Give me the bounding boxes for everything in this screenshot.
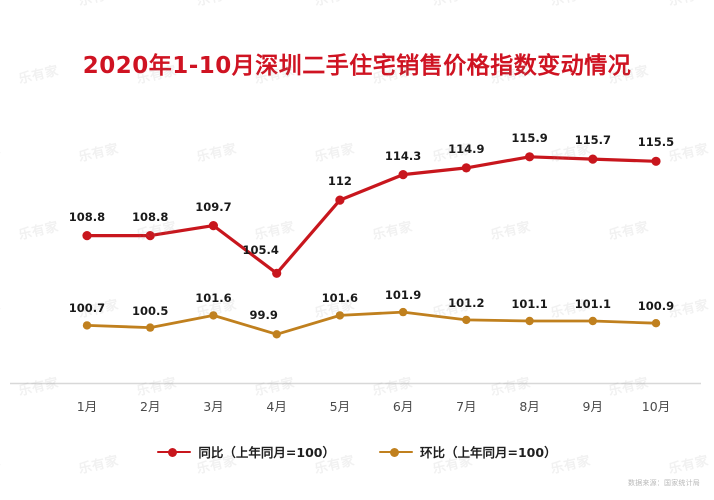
series-line-1 — [85, 155, 658, 275]
data-point[interactable] — [208, 221, 218, 231]
data-point[interactable] — [82, 231, 92, 241]
data-point[interactable] — [272, 330, 281, 339]
legend-marker-icon — [379, 446, 413, 458]
data-point[interactable] — [525, 316, 534, 326]
data-point[interactable] — [651, 319, 661, 328]
legend-marker-icon — [157, 446, 192, 458]
data-point[interactable] — [272, 268, 282, 278]
legend-label: 同比（上年同月=100） — [198, 445, 335, 460]
data-point[interactable] — [335, 311, 345, 320]
data-point[interactable] — [82, 321, 92, 330]
data-point[interactable] — [525, 152, 535, 162]
series-line-2 — [85, 310, 658, 336]
data-point[interactable] — [461, 163, 471, 173]
data-point[interactable] — [398, 170, 408, 180]
data-point[interactable] — [398, 307, 408, 317]
data-point[interactable] — [146, 323, 155, 332]
chart-title: 2020年1-10月深圳二手住宅销售价格指数变动情况 — [82, 53, 632, 79]
data-point[interactable] — [651, 156, 661, 166]
data-point[interactable] — [335, 195, 345, 205]
data-point[interactable] — [145, 231, 155, 241]
legend-label: 环比（上年同月=100） — [420, 445, 557, 460]
data-point[interactable] — [209, 311, 218, 320]
data-point[interactable] — [588, 316, 597, 326]
data-point[interactable] — [588, 154, 598, 164]
legend-item-2[interactable]: 环比（上年同月=100） — [379, 442, 557, 461]
source-note: 数据来源：国家统计局 — [628, 479, 700, 487]
data-point[interactable] — [462, 315, 471, 325]
legend-item-1[interactable]: 同比（上年同月=100） — [157, 442, 335, 461]
series-group — [82, 152, 661, 339]
chart-legend: 同比（上年同月=100） 环比（上年同月=100） — [0, 442, 714, 461]
